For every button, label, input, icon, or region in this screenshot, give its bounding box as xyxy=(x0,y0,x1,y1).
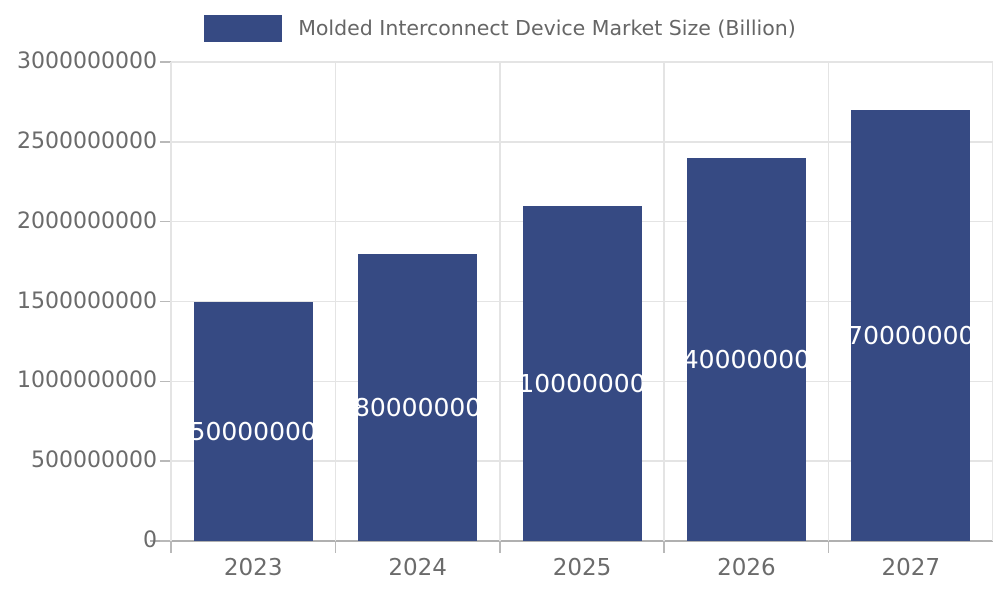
gridline-vertical xyxy=(499,62,501,541)
gridline-horizontal xyxy=(171,141,993,143)
bar-data-label: 1500000000 xyxy=(193,417,313,447)
bar[interactable]: 1800000000 xyxy=(358,253,478,541)
gridline-horizontal xyxy=(171,61,993,63)
bar-data-label: 2100000000 xyxy=(522,369,642,399)
x-axis-tick xyxy=(499,541,501,553)
x-axis-tick-label: 2025 xyxy=(552,555,612,581)
x-axis-tick xyxy=(170,541,172,553)
x-axis-line xyxy=(150,540,993,542)
y-axis-tick-label: 3000000000 xyxy=(17,49,157,74)
y-axis-tick xyxy=(160,141,171,143)
gridline-vertical xyxy=(334,62,337,541)
legend-item-series-1[interactable]: Molded Interconnect Device Market Size (… xyxy=(204,14,796,42)
legend-item-label: Molded Interconnect Device Market Size (… xyxy=(298,15,796,40)
y-axis-tick xyxy=(160,540,171,542)
bar[interactable]: 2400000000 xyxy=(686,157,806,541)
bar[interactable]: 2700000000 xyxy=(851,109,971,541)
bar-data-label: 1800000000 xyxy=(358,393,478,423)
y-axis-tick xyxy=(160,61,171,63)
bar-data-label: 2400000000 xyxy=(686,345,806,375)
chart-legend: Molded Interconnect Device Market Size (… xyxy=(0,10,1000,46)
x-axis-tick-label: 2024 xyxy=(388,555,447,581)
y-axis-tick xyxy=(160,220,171,223)
x-axis-tick xyxy=(334,541,337,553)
legend-color-swatch-icon xyxy=(204,14,283,42)
gridline-vertical xyxy=(170,62,172,541)
y-axis-tick-label: 500000000 xyxy=(31,448,157,474)
x-axis-tick-label: 2023 xyxy=(223,555,283,581)
x-axis-tick-label: 2026 xyxy=(717,555,776,581)
y-axis-tick-label: 1000000000 xyxy=(17,368,157,394)
gridline-vertical xyxy=(663,62,665,541)
gridline-vertical xyxy=(827,62,830,541)
bar-data-label: 2700000000 xyxy=(851,321,971,351)
bar[interactable]: 2100000000 xyxy=(522,205,642,541)
y-axis-tick xyxy=(160,380,171,383)
y-axis-tick-label: 1500000000 xyxy=(17,288,157,314)
y-axis-tick xyxy=(160,460,171,462)
x-axis-tick xyxy=(827,541,830,553)
bar[interactable]: 1500000000 xyxy=(193,301,313,541)
y-axis-tick-label: 2500000000 xyxy=(17,128,157,154)
y-axis-tick-label: 0 xyxy=(143,528,157,553)
x-axis-tick-label: 2027 xyxy=(881,555,941,581)
y-axis-tick-label: 2000000000 xyxy=(17,208,157,234)
x-axis-tick xyxy=(663,541,665,553)
y-axis-tick xyxy=(160,300,171,303)
